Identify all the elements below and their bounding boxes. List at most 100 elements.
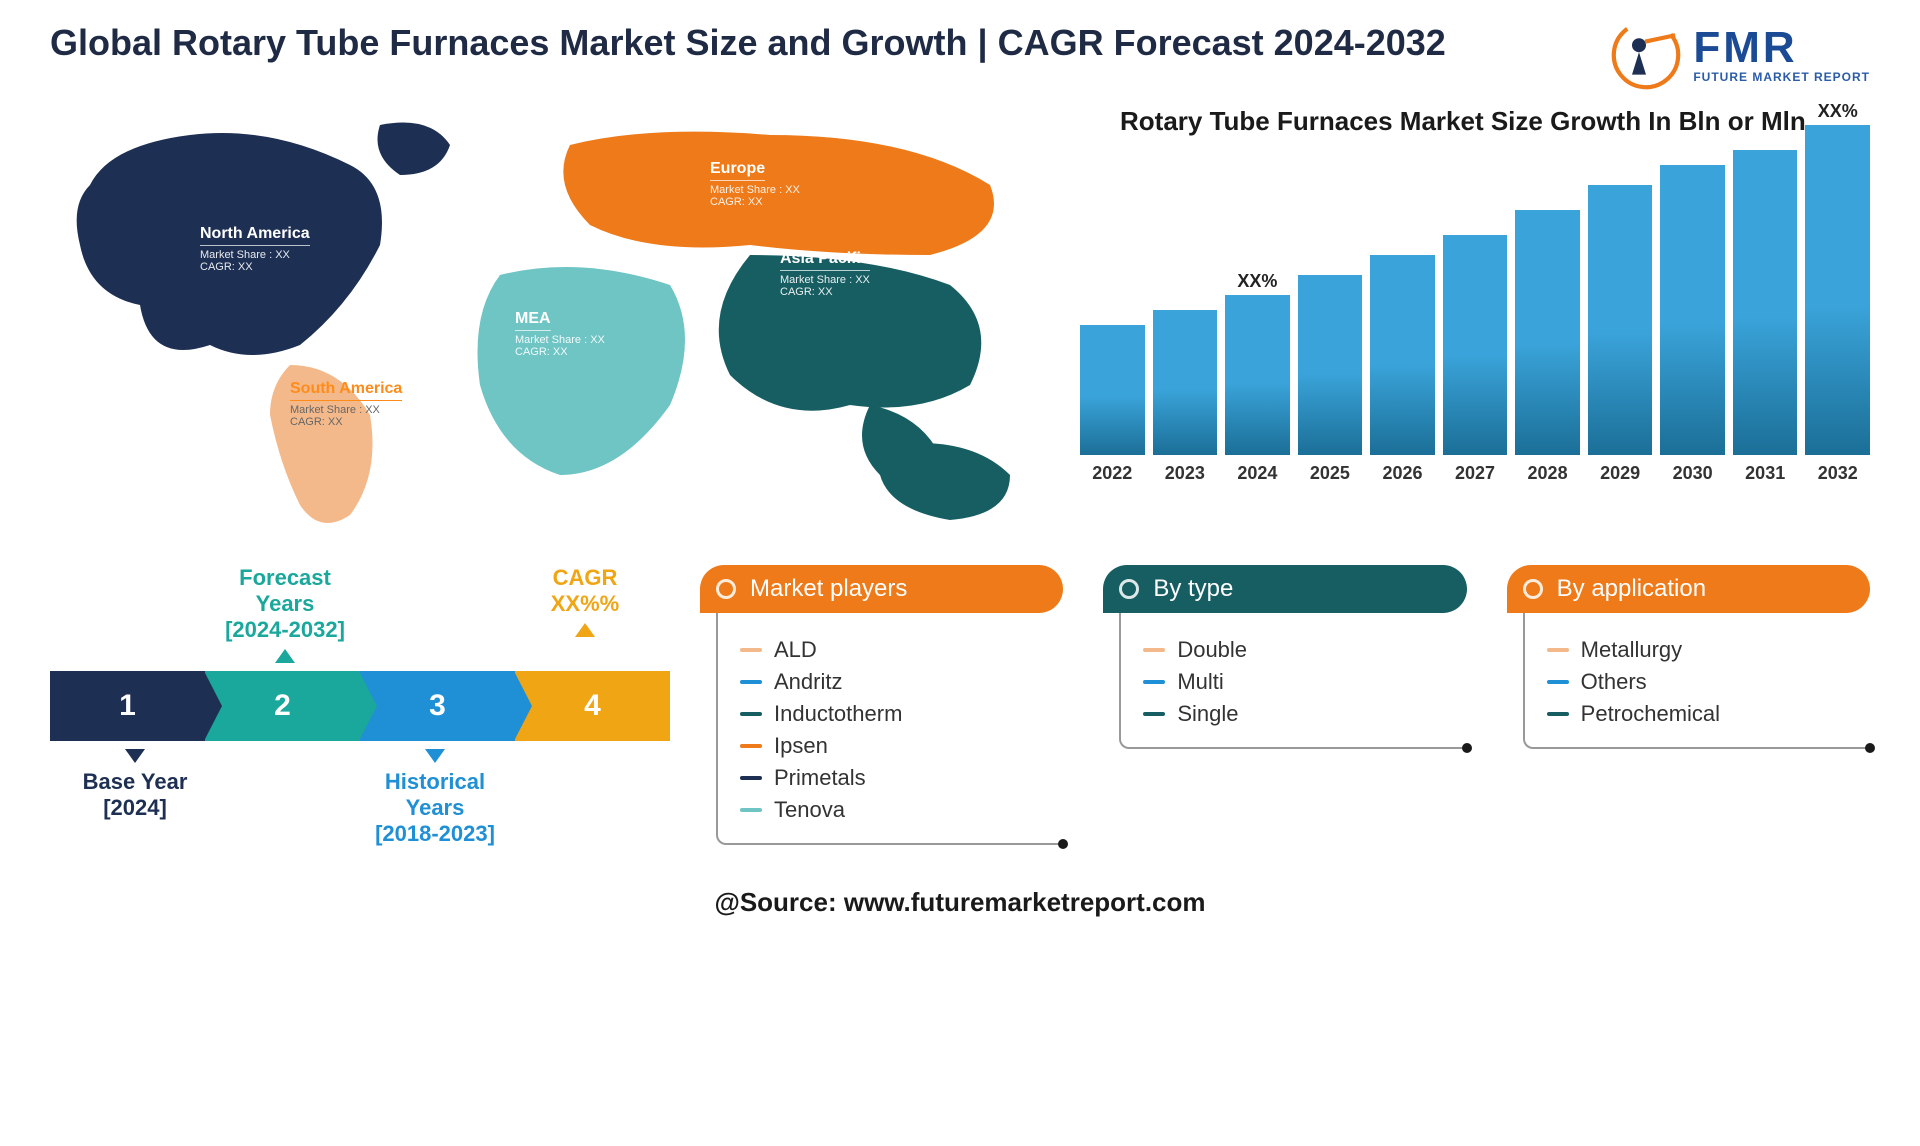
timeline-segment-4: 4 [515, 671, 670, 741]
chart-title: Rotary Tube Furnaces Market Size Growth … [1120, 105, 1870, 139]
bar-year-label: 2027 [1455, 463, 1495, 484]
region-ms: Market Share : XX [780, 274, 870, 286]
panel-item-label: ALD [774, 637, 817, 663]
bar-annotation: XX% [1237, 271, 1277, 292]
panel-item-label: Inductotherm [774, 701, 902, 727]
panel-item-label: Petrochemical [1581, 701, 1720, 727]
caret-down-icon [425, 749, 445, 763]
item-color-dash [1547, 680, 1569, 684]
panel-head: Market players [700, 565, 1063, 613]
region-cagr: CAGR: XX [290, 416, 402, 428]
region-label-eu: Europe Market Share : XX CAGR: XX [710, 160, 800, 208]
logo-icon [1611, 20, 1681, 90]
bar: XX% [1225, 295, 1290, 455]
bar-col-2028: 2028 [1515, 210, 1580, 484]
lower-row: Forecast Years[2024-2032] CAGRXX%% 1234 … [50, 565, 1870, 847]
tl-label: Forecast Years[2024-2032] [210, 565, 360, 643]
panel-item: ALD [740, 637, 1053, 663]
panel-item: Single [1143, 701, 1456, 727]
bar [1370, 255, 1435, 455]
item-color-dash [740, 776, 762, 780]
item-color-dash [1143, 648, 1165, 652]
caret-down-icon [125, 749, 145, 763]
bar-col-2030: 2030 [1660, 165, 1725, 484]
header: Global Rotary Tube Furnaces Market Size … [50, 20, 1870, 90]
bar-year-label: 2025 [1310, 463, 1350, 484]
tl-seg-num: 2 [274, 689, 291, 723]
bar-year-label: 2028 [1528, 463, 1568, 484]
panel-item: Ipsen [740, 733, 1053, 759]
bar: XX% [1805, 125, 1870, 455]
timeline-caption: Base Year[2024] [60, 749, 210, 847]
bar-year-label: 2023 [1165, 463, 1205, 484]
region-ms: Market Share : XX [710, 184, 800, 196]
bar-year-label: 2031 [1745, 463, 1785, 484]
tl-label: Base Year[2024] [60, 769, 210, 821]
tl-seg-num: 4 [584, 689, 601, 723]
panel-item-label: Ipsen [774, 733, 828, 759]
timeline-segment-1: 1 [50, 671, 205, 741]
bar-year-label: 2024 [1237, 463, 1277, 484]
bar-col-2027: 2027 [1443, 235, 1508, 484]
bar [1080, 325, 1145, 455]
region-ms: Market Share : XX [515, 334, 605, 346]
item-color-dash [740, 680, 762, 684]
region-name: Asia Pacific [780, 250, 870, 271]
bar [1660, 165, 1725, 455]
region-label-na: North America Market Share : XX CAGR: XX [200, 225, 310, 273]
tl-seg-num: 1 [119, 689, 136, 723]
panel-item-label: Metallurgy [1581, 637, 1682, 663]
region-ms: Market Share : XX [200, 249, 310, 261]
panel-item-label: Multi [1177, 669, 1223, 695]
panel-item: Petrochemical [1547, 701, 1860, 727]
panel-item: Metallurgy [1547, 637, 1860, 663]
bar-col-2031: 2031 [1733, 150, 1798, 484]
category-panels: Market players ALD Andritz Inductotherm … [700, 565, 1870, 845]
region-ap-aus [879, 443, 1010, 520]
tl-label: Historical Years[2018-2023] [360, 769, 510, 847]
item-color-dash [1547, 648, 1569, 652]
bar-col-2022: 2022 [1080, 325, 1145, 484]
bar-col-2023: 2023 [1153, 310, 1218, 484]
region-label-mea: MEA Market Share : XX CAGR: XX [515, 310, 605, 358]
bar-year-label: 2030 [1673, 463, 1713, 484]
item-color-dash [1143, 680, 1165, 684]
bar-col-2024: XX% 2024 [1225, 295, 1290, 484]
panel-item: Inductotherm [740, 701, 1053, 727]
region-na-greenland [378, 123, 451, 176]
timeline-caption: Forecast Years[2024-2032] [210, 565, 360, 663]
timeline: Forecast Years[2024-2032] CAGRXX%% 1234 … [50, 565, 670, 847]
bar-year-label: 2026 [1382, 463, 1422, 484]
panel-head: By application [1507, 565, 1870, 613]
panel-item-label: Others [1581, 669, 1647, 695]
timeline-caption: Historical Years[2018-2023] [360, 749, 510, 847]
panel-item-label: Double [1177, 637, 1247, 663]
tl-seg-num: 3 [429, 689, 446, 723]
bar [1588, 185, 1653, 455]
tl-label: CAGRXX%% [510, 565, 660, 617]
bar-col-2025: 2025 [1298, 275, 1363, 484]
item-color-dash [740, 744, 762, 748]
panel-body: Double Multi Single [1119, 613, 1466, 749]
logo-main: FMR [1693, 26, 1870, 70]
panel-title: By application [1557, 575, 1706, 603]
bar-col-2026: 2026 [1370, 255, 1435, 484]
panel-item: Others [1547, 669, 1860, 695]
bar [1515, 210, 1580, 455]
logo-sub: FUTURE MARKET REPORT [1693, 70, 1870, 84]
bars-container: 2022 2023 XX% 2024 2025 2026 2027 2028 2… [1080, 154, 1870, 484]
timeline-segment-3: 3 [360, 671, 515, 741]
timeline-caption: CAGRXX%% [510, 565, 660, 663]
item-color-dash [740, 712, 762, 716]
region-cagr: CAGR: XX [515, 346, 605, 358]
logo-text: FMR FUTURE MARKET REPORT [1693, 26, 1870, 84]
region-name: South America [290, 380, 402, 401]
panel-item: Primetals [740, 765, 1053, 791]
region-label-sa: South America Market Share : XX CAGR: XX [290, 380, 402, 428]
bar-chart: Rotary Tube Furnaces Market Size Growth … [1080, 105, 1870, 525]
region-cagr: CAGR: XX [200, 261, 310, 273]
region-name: North America [200, 225, 310, 246]
region-name: MEA [515, 310, 551, 331]
item-color-dash [1143, 712, 1165, 716]
caret-up-icon [275, 649, 295, 663]
